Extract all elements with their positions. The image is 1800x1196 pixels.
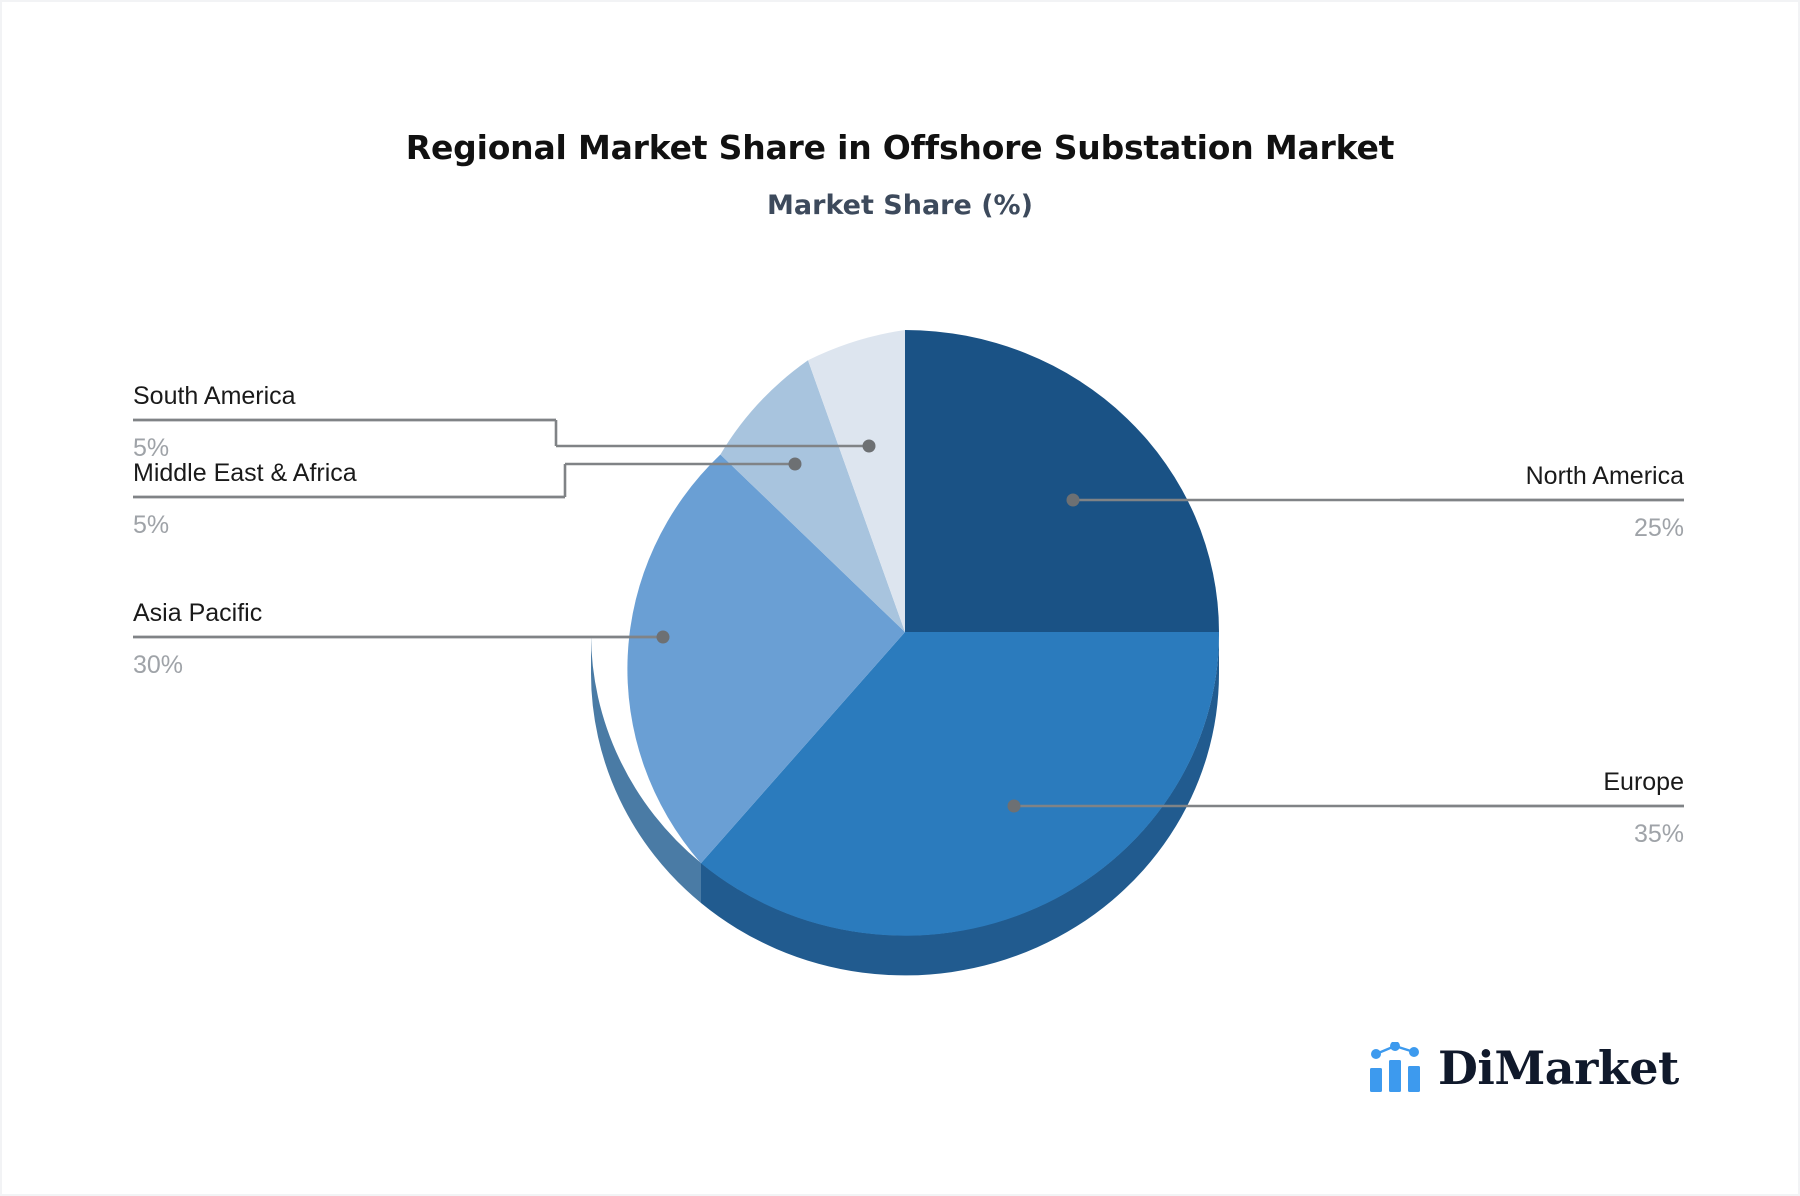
dot-south-america xyxy=(862,439,876,453)
callout-europe-value-wrap[interactable]: 35% xyxy=(1284,813,1684,849)
callout-label-south-america: South America xyxy=(133,382,296,410)
callout-asia-pacific-value-wrap[interactable]: 30% xyxy=(133,644,183,680)
page-title: Regional Market Share in Offshore Substa… xyxy=(405,128,1395,167)
callout-value-europe: 35% xyxy=(1633,820,1684,848)
callout-north-america-value-wrap[interactable]: 25% xyxy=(1284,507,1684,543)
brand-name: DiMarket xyxy=(1438,1041,1679,1095)
callout-value-north-america: 25% xyxy=(1633,514,1684,542)
pie-slice-asia-pacific[interactable] xyxy=(627,454,905,864)
chart-subtitle: Market Share (%) xyxy=(767,190,1033,221)
callout-value-south-america: 5% xyxy=(133,434,170,462)
pie-side-asia-pacific xyxy=(590,632,701,903)
pie-slice-europe[interactable] xyxy=(700,632,1220,936)
dot-middle-east-africa xyxy=(788,457,802,471)
pie-slice-south-america[interactable] xyxy=(808,330,905,632)
dot-europe xyxy=(1007,799,1021,813)
callout-north-america[interactable]: North America xyxy=(1284,461,1684,491)
callout-europe[interactable]: Europe xyxy=(1284,767,1684,797)
callout-value-asia-pacific: 30% xyxy=(133,651,184,679)
dot-asia-pacific xyxy=(656,630,670,644)
callout-label-europe: Europe xyxy=(1603,768,1684,796)
callout-label-middle-east-africa: Middle East & Africa xyxy=(133,459,357,487)
bar-chart-dots-icon xyxy=(1370,1042,1420,1092)
pie-3d-side-walls xyxy=(590,632,1220,976)
label-underlines xyxy=(133,418,1684,808)
callout-asia-pacific[interactable]: Asia Pacific xyxy=(133,598,262,628)
callout-south-america[interactable]: South America xyxy=(133,381,296,411)
dot-north-america xyxy=(1066,493,1080,507)
callout-middle-east-africa[interactable]: Middle East & Africa xyxy=(133,458,357,488)
pie-slices xyxy=(627,330,1220,936)
callout-label-north-america: North America xyxy=(1525,462,1684,490)
brand-logo[interactable]: DiMarket xyxy=(1368,1042,1679,1094)
pie-slice-north-america[interactable] xyxy=(905,330,1219,632)
callout-value-middle-east-africa: 5% xyxy=(133,511,170,539)
callout-south-america-value-wrap[interactable]: 5% xyxy=(133,427,169,463)
pie-side-europe xyxy=(701,632,1220,976)
callout-middle-east-africa-value-wrap[interactable]: 5% xyxy=(133,504,169,540)
callout-label-asia-pacific: Asia Pacific xyxy=(133,599,263,627)
leader-dots xyxy=(656,439,1080,813)
pie-slice-middle-east-africa[interactable] xyxy=(720,360,905,632)
